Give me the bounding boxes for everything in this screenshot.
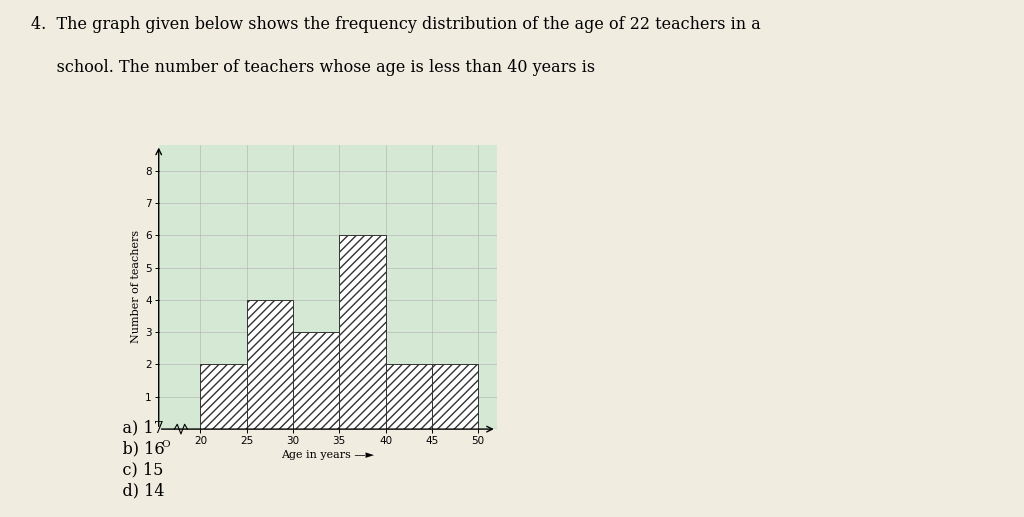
Text: c) 15: c) 15 (102, 461, 164, 478)
Bar (432, 364, 478, 429)
X-axis label: Age in years —►: Age in years —► (282, 450, 374, 460)
Bar (339, 235, 386, 429)
Text: 4.  The graph given below shows the frequency distribution of the age of 22 teac: 4. The graph given below shows the frequ… (31, 16, 761, 33)
Text: a) 17: a) 17 (102, 420, 164, 437)
Bar (247, 300, 293, 429)
Text: b) 16: b) 16 (102, 440, 165, 458)
Text: O: O (162, 440, 170, 449)
Bar (293, 332, 339, 429)
Bar (386, 364, 432, 429)
Text: school. The number of teachers whose age is less than 40 years is: school. The number of teachers whose age… (31, 59, 595, 77)
Bar (201, 364, 247, 429)
Y-axis label: Number of teachers: Number of teachers (131, 231, 141, 343)
Text: d) 14: d) 14 (102, 482, 165, 499)
